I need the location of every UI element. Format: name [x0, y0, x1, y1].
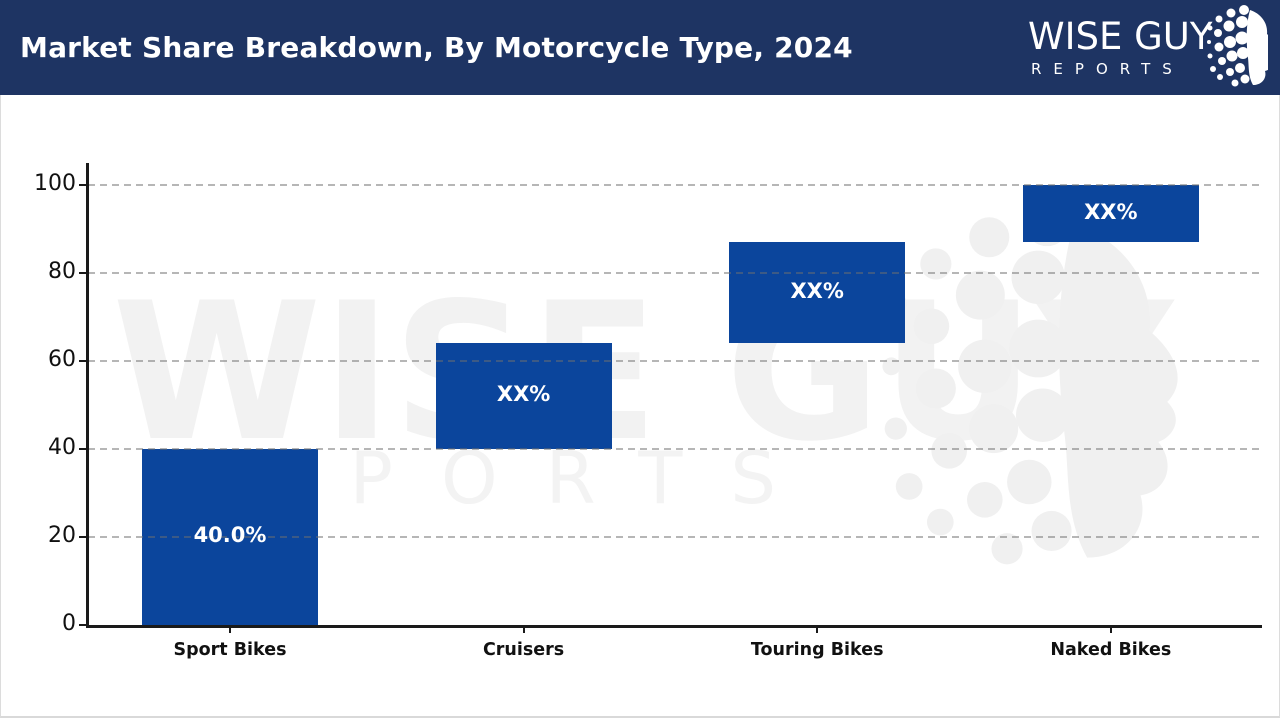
logo-subtext: REPORTS: [1031, 60, 1184, 78]
y-tick-mark: [79, 448, 88, 450]
y-axis-label: 0: [62, 611, 76, 636]
x-axis-label: Touring Bikes: [750, 640, 884, 660]
gridline-80: [88, 272, 1262, 274]
gridline-100: [88, 184, 1262, 186]
gridline-20: [88, 536, 1262, 538]
y-axis-label: 100: [34, 171, 76, 196]
x-axis-label: Naked Bikes: [1050, 640, 1172, 660]
x-tick-mark: [229, 627, 231, 633]
bar-naked-bikes: [1022, 185, 1199, 243]
bar-value-label: 40.0%: [193, 523, 267, 547]
chart-title: Market Share Breakdown, By Motorcycle Ty…: [20, 31, 853, 64]
gridline-60: [88, 360, 1262, 362]
x-axis-line: [86, 625, 1262, 628]
y-tick-mark: [79, 184, 88, 186]
bar-value-label: XX%: [496, 382, 551, 407]
bar-touring-bikes: [729, 242, 906, 344]
y-axis-line: [86, 163, 89, 627]
y-tick-mark: [79, 536, 88, 538]
y-tick-mark: [79, 624, 88, 626]
y-axis-label: 20: [48, 523, 76, 548]
bar-value-label: XX%: [790, 278, 844, 303]
x-axis-label: Cruisers: [482, 640, 565, 660]
x-tick-mark: [816, 627, 819, 633]
y-tick-mark: [79, 360, 88, 362]
y-axis-label: 60: [48, 347, 76, 372]
y-axis-label: 40: [48, 435, 76, 460]
gridline-40: [88, 448, 1262, 450]
x-tick-mark: [1109, 627, 1112, 633]
bar-value-label: XX%: [1084, 199, 1138, 224]
logo-wordmark: WISE GUY: [1028, 15, 1213, 58]
x-tick-mark: [522, 627, 525, 633]
y-tick-mark: [79, 272, 88, 274]
logo-head-icon: [1207, 5, 1274, 87]
brand-logo: WISE GUY REPORTS: [1026, 4, 1274, 92]
y-axis-label: 80: [48, 259, 76, 284]
header-bar: Market Share Breakdown, By Motorcycle Ty…: [0, 0, 1280, 95]
x-axis-label: Sport Bikes: [173, 640, 287, 660]
